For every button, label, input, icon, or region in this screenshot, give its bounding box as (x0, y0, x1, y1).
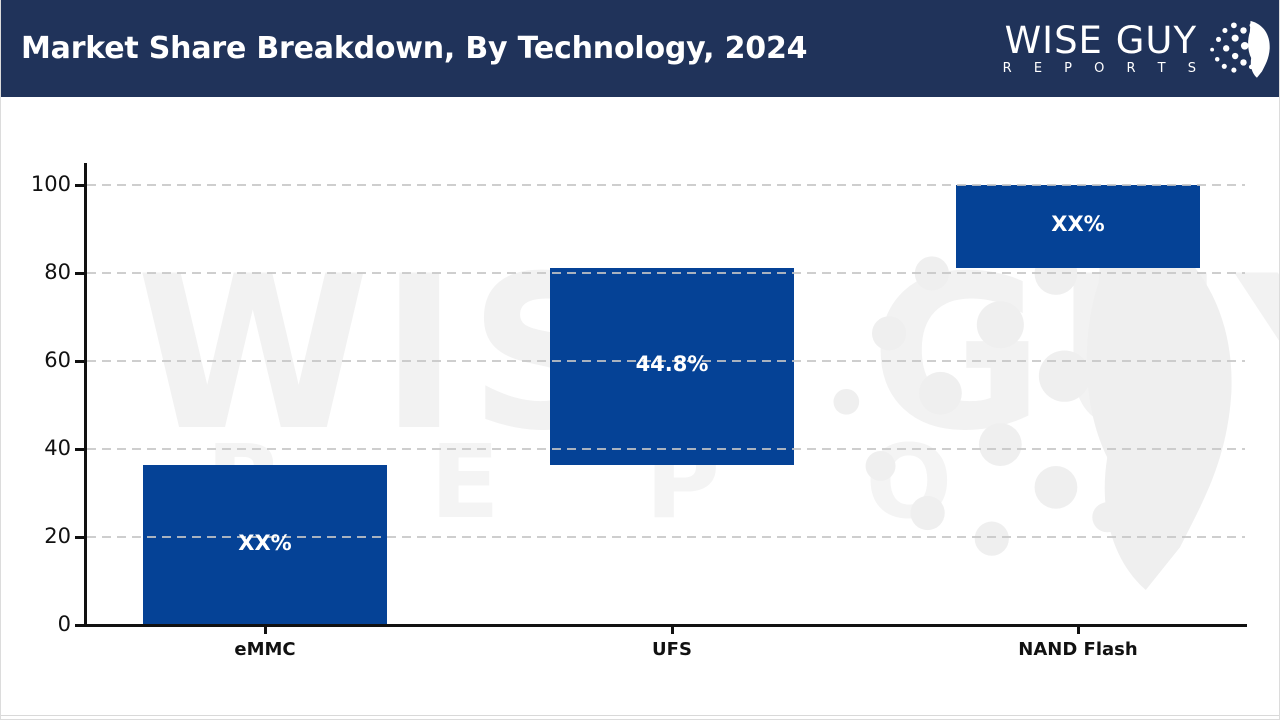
y-tick-0 (75, 624, 84, 627)
bar-value-label-UFS: 44.8% (635, 352, 709, 377)
y-axis-line (84, 163, 87, 627)
bar-eMMC (143, 464, 387, 625)
x-axis-label-NAND Flash: NAND Flash (1018, 639, 1138, 660)
gridline-20 (87, 536, 1245, 538)
gridline-100 (87, 184, 1245, 186)
y-tick-label-40: 40 (44, 436, 71, 460)
y-tick-label-80: 80 (44, 260, 71, 284)
bar-value-label-eMMC: XX% (238, 530, 292, 555)
y-tick-label-60: 60 (44, 348, 71, 372)
y-tick-100 (75, 184, 84, 187)
x-axis-label-UFS: UFS (652, 639, 692, 660)
x-axis-label-eMMC: eMMC (234, 639, 296, 660)
gridline-60 (87, 360, 1245, 362)
y-tick-40 (75, 448, 84, 451)
brand-subtitle: R E P O R T S (1002, 61, 1205, 77)
brand-logo-text: WISE GUY R E P O R T S (997, 18, 1205, 77)
y-tick-60 (75, 360, 84, 363)
gridline-80 (87, 272, 1245, 274)
bar-NAND Flash (956, 185, 1200, 268)
bottom-border (1, 714, 1279, 716)
y-tick-80 (75, 272, 84, 275)
x-axis-line (84, 624, 1247, 627)
y-tick-20 (75, 536, 84, 539)
bar-UFS (550, 267, 794, 465)
bar-value-label-NAND Flash: XX% (1051, 212, 1105, 237)
page-title: Market Share Breakdown, By Technology, 2… (21, 31, 808, 66)
y-tick-label-0: 0 (57, 612, 71, 636)
brand-head-icon (1210, 20, 1270, 78)
x-tick-NAND Flash (1077, 625, 1080, 634)
x-tick-eMMC (264, 625, 267, 634)
y-tick-label-100: 100 (30, 172, 71, 196)
y-tick-label-20: 20 (44, 524, 71, 548)
x-tick-UFS (671, 625, 674, 634)
brand-name: WISE GUY (1004, 18, 1198, 62)
gridline-40 (87, 448, 1245, 450)
header-bar: Market Share Breakdown, By Technology, 2… (1, 0, 1279, 97)
brand-logo: WISE GUY R E P O R T S (997, 4, 1271, 94)
